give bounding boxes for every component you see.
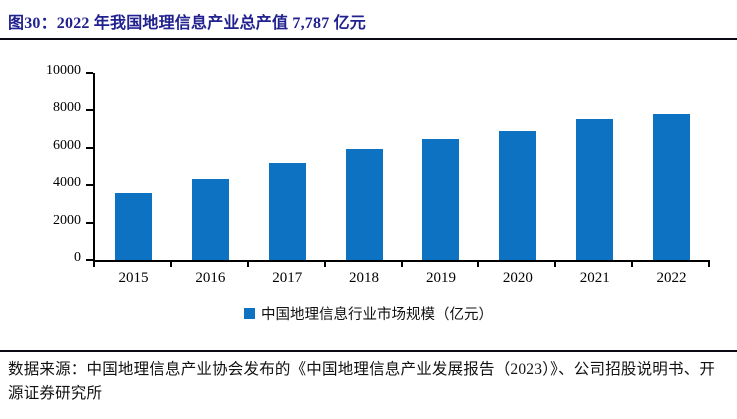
y-axis-line [93, 73, 95, 262]
y-axis-tick [86, 109, 93, 112]
bar [268, 163, 306, 260]
bar [499, 131, 537, 260]
figure-title: 图30：2022 年我国地理信息产业总产值 7,787 亿元 [8, 15, 367, 32]
x-axis-label: 2018 [349, 270, 380, 286]
y-axis-tick [86, 221, 93, 224]
y-axis-tick [86, 184, 93, 187]
x-axis-tick [323, 262, 326, 267]
y-axis-label: 4000 [53, 175, 81, 191]
chart-legend: 中国地理信息行业市场规模（亿元） [0, 303, 737, 324]
legend-label: 中国地理信息行业市场规模（亿元） [261, 307, 493, 323]
legend-swatch-icon [244, 308, 255, 319]
source-note-text: 数据来源：中国地理信息产业协会发布的《中国地理信息产业发展报告（2023）》、公… [8, 361, 716, 403]
x-axis-tick [246, 262, 249, 267]
source-note: 数据来源：中国地理信息产业协会发布的《中国地理信息产业发展报告（2023）》、公… [0, 350, 737, 407]
x-axis-label: 2020 [502, 270, 533, 286]
x-axis-tick [477, 262, 480, 267]
bar [422, 138, 460, 260]
bar [114, 192, 152, 260]
bar [191, 178, 229, 260]
y-axis-label: 8000 [53, 100, 81, 116]
x-axis-tick [93, 262, 95, 267]
y-axis-tick [86, 72, 93, 74]
x-axis-tick [708, 262, 710, 267]
bar-chart: 中国地理信息行业市场规模（亿元） 0 2000 4000 6000 8000 10000 2… [0, 50, 737, 350]
x-axis-label: 2015 [118, 270, 149, 286]
x-axis-label: 2017 [272, 270, 303, 286]
y-axis-label: 6000 [53, 137, 81, 153]
x-axis-label: 2021 [579, 270, 610, 286]
bar [345, 148, 383, 260]
x-axis-label: 2016 [195, 270, 226, 286]
y-axis-tick [86, 146, 93, 149]
x-axis-tick [631, 262, 634, 267]
x-axis-line [93, 260, 710, 262]
bar [653, 114, 691, 260]
x-axis-tick [169, 262, 172, 267]
x-axis-label: 2019 [425, 270, 456, 286]
x-axis-label: 2022 [656, 270, 687, 286]
x-axis-tick [400, 262, 403, 267]
y-axis-label: 2000 [53, 212, 81, 228]
x-axis-tick [554, 262, 557, 267]
figure-caption-bar: 图30：2022 年我国地理信息产业总产值 7,787 亿元 [0, 0, 737, 40]
y-axis-label: 0 [74, 250, 81, 265]
y-axis-tick [86, 259, 93, 261]
y-axis-label: 10000 [46, 63, 81, 78]
bar [576, 119, 614, 260]
